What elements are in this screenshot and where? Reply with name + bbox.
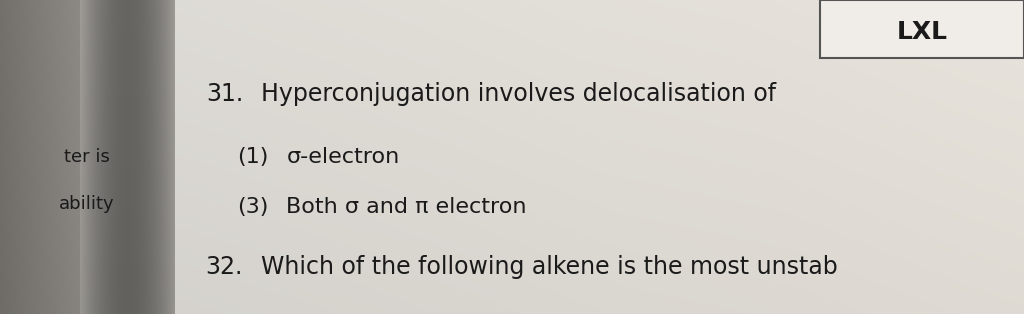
Text: Which of the following alkene is the most unstab: Which of the following alkene is the mos… (261, 255, 838, 279)
Text: Both σ and π electron: Both σ and π electron (287, 197, 527, 217)
Bar (820, 0, 1024, 58)
Text: ability: ability (59, 195, 115, 213)
Text: LXL: LXL (896, 20, 947, 44)
Text: σ-electron: σ-electron (287, 147, 399, 167)
Text: ter is: ter is (65, 148, 110, 166)
Text: 32.: 32. (206, 255, 243, 279)
Text: (1): (1) (238, 147, 268, 167)
Text: Hyperconjugation involves delocalisation of: Hyperconjugation involves delocalisation… (261, 82, 776, 106)
Text: 31.: 31. (206, 82, 243, 106)
Text: (3): (3) (238, 197, 268, 217)
